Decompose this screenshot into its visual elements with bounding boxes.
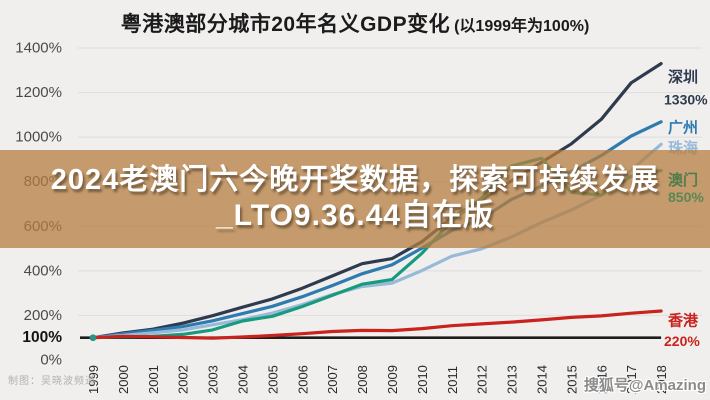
x-axis-label-2011: 2011 (445, 366, 460, 394)
sohu-watermark: 搜狐号@Amazing (583, 377, 706, 394)
x-axis-label-2018: 2018 (654, 365, 669, 394)
x-axis-label-2010: 2010 (415, 365, 430, 394)
x-axis-label-2007: 2007 (325, 365, 340, 394)
series-label-shenzhen: 深圳 (668, 68, 698, 86)
overlay-text-line1: 2024老澳门六今晚开奖数据，探索可持续发展 (50, 164, 660, 197)
y-axis-label-0: 0% (40, 352, 62, 369)
y-axis-label-200: 200% (24, 307, 62, 324)
x-axis-label-2002: 2002 (176, 365, 191, 394)
series-label-hongkong: 香港 (668, 311, 699, 329)
chart-subtitle: (以1999年为100%) (454, 18, 590, 35)
x-axis-label-2012: 2012 (475, 365, 490, 394)
series-value-macau: 850% (668, 189, 704, 205)
series-line-hongkong (91, 309, 663, 340)
page-title: 粤港澳部分城市20年名义GDP变化 (以1999年为100%) (0, 8, 710, 38)
x-axis-label-2017: 2017 (624, 365, 639, 394)
series-value-hongkong: 220% (664, 333, 700, 349)
series-value-shenzhen: 1330% (664, 92, 708, 108)
x-axis-label-2000: 2000 (116, 365, 131, 394)
y-axis-label-1400: 1400% (15, 40, 62, 57)
x-axis-label-2006: 2006 (295, 365, 310, 394)
x-axis-label-2003: 2003 (206, 365, 221, 394)
x-axis-label-1999: 1999 (86, 365, 101, 394)
x-axis-label-2004: 2004 (236, 365, 251, 394)
y-axis-label-100: 100% (22, 329, 62, 346)
x-axis-label-2005: 2005 (265, 365, 280, 394)
chart-title: 粤港澳部分城市20年名义GDP变化 (120, 13, 451, 36)
x-axis-label-2016: 2016 (594, 365, 609, 394)
series-line-shenzhen (91, 61, 663, 340)
y-axis-label-400: 400% (24, 262, 62, 279)
credit-text: 制图：吴晓波频道 (8, 376, 96, 387)
y-axis-label-1200: 1200% (15, 84, 62, 101)
y-axis-label-1000: 1000% (15, 129, 62, 146)
x-axis-label-2013: 2013 (505, 365, 520, 394)
x-axis-label-2014: 2014 (535, 365, 550, 394)
x-axis-label-2015: 2015 (564, 365, 579, 394)
series-start-dot (89, 334, 97, 342)
x-axis-label-2009: 2009 (385, 365, 400, 394)
x-axis-label-2008: 2008 (355, 365, 370, 394)
overlay-text-line2: _LTO9.36.44自在版 (216, 199, 494, 233)
x-axis-label-2001: 2001 (146, 365, 161, 394)
series-label-guangzhou: 广州 (668, 118, 698, 136)
series-label-macau: 澳门 (668, 172, 699, 189)
overlay-banner: 2024老澳门六今晚开奖数据，探索可持续发展 _LTO9.36.44自在版 (0, 150, 710, 248)
